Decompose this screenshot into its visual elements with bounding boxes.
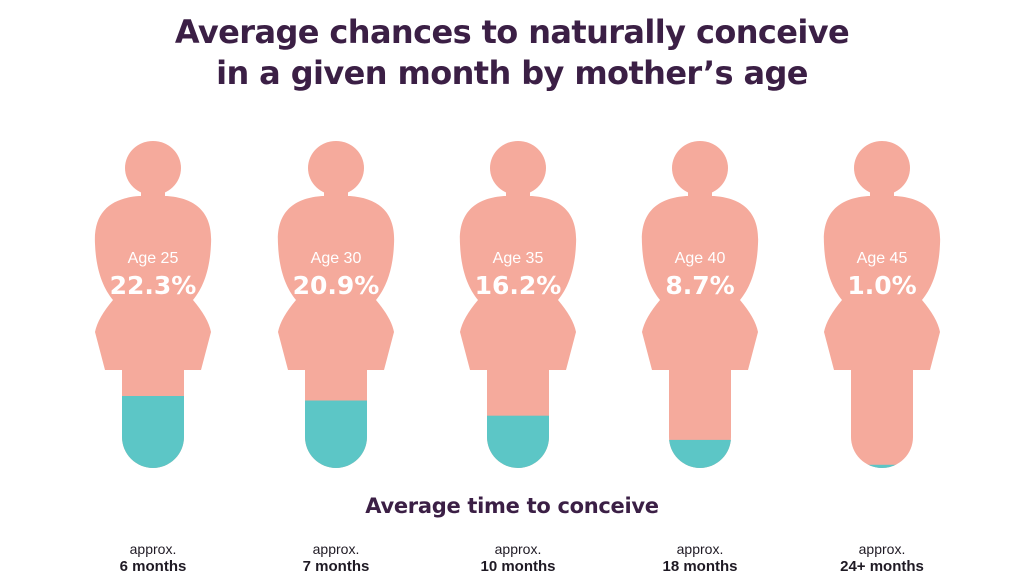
age-label: Age 25 — [128, 250, 179, 267]
value-fill-bar — [487, 415, 549, 468]
woman-figure: Age 35 16.2% — [459, 141, 577, 468]
value-label: 20.9% — [293, 271, 380, 300]
figure-head — [672, 141, 728, 195]
value-label: 16.2% — [475, 271, 562, 300]
chart-title-line-1: Average chances to naturally conceive — [174, 13, 850, 51]
figure-head — [308, 141, 364, 195]
woman-figure: Age 45 1.0% — [823, 141, 941, 468]
value-fill-bar — [122, 396, 184, 468]
approx-prefix: approx. — [858, 541, 906, 557]
figure-body — [277, 196, 395, 370]
value-label: 22.3% — [110, 271, 197, 300]
figure-body — [641, 196, 759, 370]
value-fill-bar — [851, 464, 913, 468]
value-label: 1.0% — [847, 271, 916, 300]
age-label: Age 35 — [493, 250, 544, 267]
figure-head — [490, 141, 546, 195]
value-fill-bar — [305, 400, 367, 468]
time-to-conceive-label: approx. 10 months — [438, 540, 598, 576]
time-value: 6 months — [119, 558, 187, 575]
chart-title: Average chances to naturally conceive in… — [0, 12, 1024, 94]
woman-figure: Age 40 8.7% — [641, 141, 759, 468]
figure-head — [854, 141, 910, 195]
time-to-conceive-label: approx. 18 months — [620, 540, 780, 576]
figure-body — [459, 196, 577, 370]
time-value: 18 months — [662, 558, 738, 575]
figure-body — [823, 196, 941, 370]
time-to-conceive-heading: Average time to conceive — [365, 494, 659, 518]
time-value: 24+ months — [840, 558, 924, 575]
approx-prefix: approx. — [312, 541, 360, 557]
age-label: Age 40 — [675, 250, 726, 267]
value-fill-bar — [669, 439, 731, 468]
figure-head — [125, 141, 181, 195]
age-label: Age 45 — [857, 250, 908, 267]
chart-title-line-2: in a given month by mother’s age — [216, 54, 808, 92]
approx-prefix: approx. — [494, 541, 542, 557]
time-to-conceive-label: approx. 7 months — [256, 540, 416, 576]
time-to-conceive-label: approx. 6 months — [73, 540, 233, 576]
time-to-conceive-label: approx. 24+ months — [802, 540, 962, 576]
approx-prefix: approx. — [676, 541, 724, 557]
woman-figure: Age 25 22.3% — [94, 141, 212, 468]
time-value: 10 months — [480, 558, 556, 575]
age-label: Age 30 — [311, 250, 362, 267]
value-label: 8.7% — [665, 271, 734, 300]
approx-prefix: approx. — [129, 541, 177, 557]
woman-figure: Age 30 20.9% — [277, 141, 395, 468]
figure-body — [94, 196, 212, 370]
figure-legs — [851, 366, 913, 468]
time-value: 7 months — [302, 558, 370, 575]
